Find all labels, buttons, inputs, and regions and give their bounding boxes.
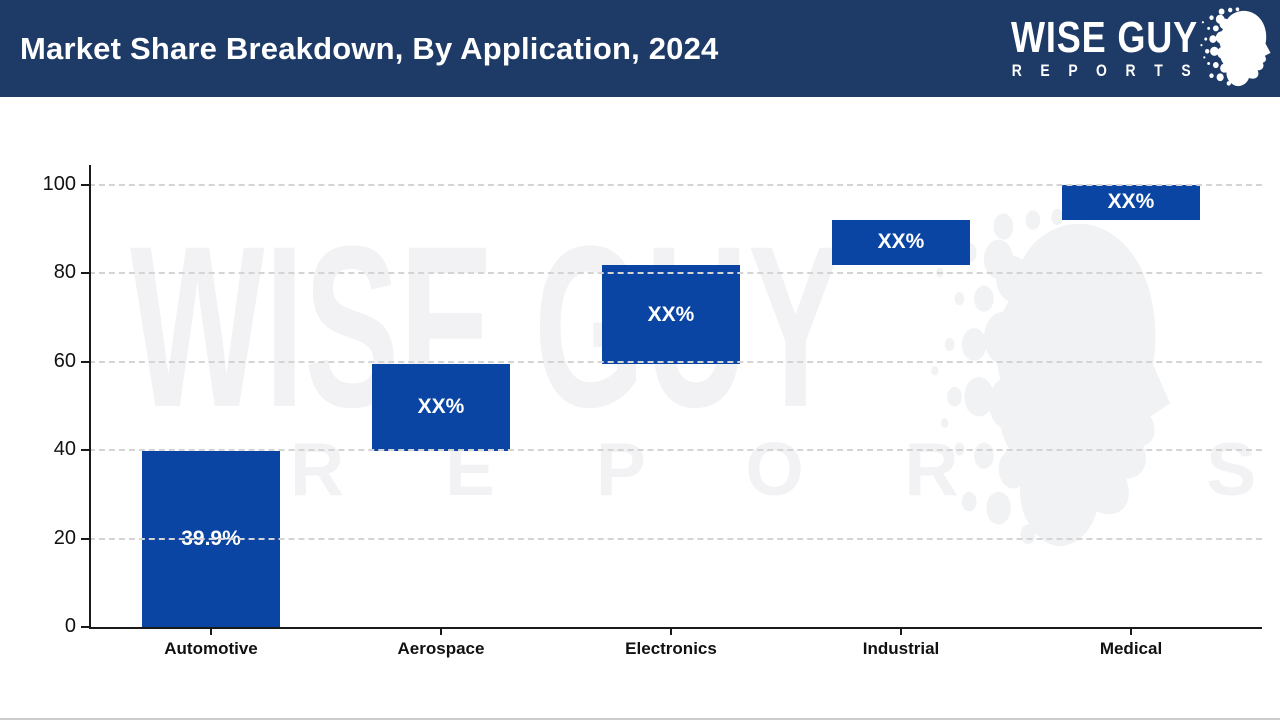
y-axis-line — [89, 165, 91, 629]
gridline-80 — [89, 272, 1262, 275]
xtick-automotive — [210, 627, 212, 635]
bar-aerospace: XX% — [372, 364, 510, 451]
xtick-medical — [1130, 627, 1132, 635]
page-title: Market Share Breakdown, By Application, … — [20, 30, 719, 66]
xaxis-label-automotive: Automotive — [164, 639, 258, 658]
bar-industrial: XX% — [832, 219, 970, 265]
yaxis-label-0: 0 — [64, 615, 76, 637]
plot: 39.9% Automotive XX% Aerospace XX% Electronic… — [0, 97, 1280, 717]
yaxis-label-40: 40 — [53, 438, 76, 461]
chart-area: WISE GUY R E P O R T S 39.9% Automotive XX… — [0, 97, 1280, 717]
bar-value-label: XX% — [1107, 190, 1155, 214]
logo-subtitle: R E P O R T S — [1011, 61, 1198, 80]
gridline-60 — [89, 360, 1262, 363]
ytick-40 — [81, 449, 89, 452]
xtick-aerospace — [440, 627, 442, 635]
xtick-electronics — [670, 627, 672, 635]
ytick-0 — [81, 626, 89, 628]
gridline-40 — [89, 449, 1262, 452]
bottom-border — [0, 718, 1280, 720]
x-axis-line — [89, 627, 1262, 629]
gridline-100 — [89, 183, 1262, 186]
xaxis-label-aerospace: Aerospace — [397, 639, 485, 658]
logo-text: WISE GUY R E P O R T S — [1011, 16, 1198, 81]
yaxis-label-60: 60 — [53, 349, 76, 372]
logo-wordmark: WISE GUY — [1011, 13, 1198, 62]
bar-value-label: XX% — [647, 302, 695, 326]
ytick-100 — [81, 183, 89, 186]
bar-medical: XX% — [1062, 184, 1200, 220]
bar-electronics: XX% — [602, 264, 740, 365]
xaxis-label-electronics: Electronics — [625, 639, 717, 658]
bar-value-label: XX% — [417, 395, 465, 419]
xaxis-label-medical: Medical — [1099, 639, 1163, 658]
yaxis-label-100: 100 — [42, 172, 76, 195]
xtick-industrial — [900, 627, 902, 635]
wiseguy-logo: WISE GUY R E P O R T S — [970, 0, 1272, 97]
xaxis-label-industrial: Industrial — [862, 639, 940, 658]
ytick-20 — [81, 537, 89, 540]
yaxis-label-20: 20 — [53, 526, 76, 549]
logo-face-icon — [1200, 6, 1271, 86]
bar-value-label: XX% — [877, 230, 925, 254]
header: Market Share Breakdown, By Application, … — [0, 0, 1280, 97]
ytick-60 — [81, 360, 89, 363]
yaxis-label-80: 80 — [53, 261, 76, 284]
gridline-20 — [89, 537, 1262, 540]
ytick-80 — [81, 272, 89, 275]
